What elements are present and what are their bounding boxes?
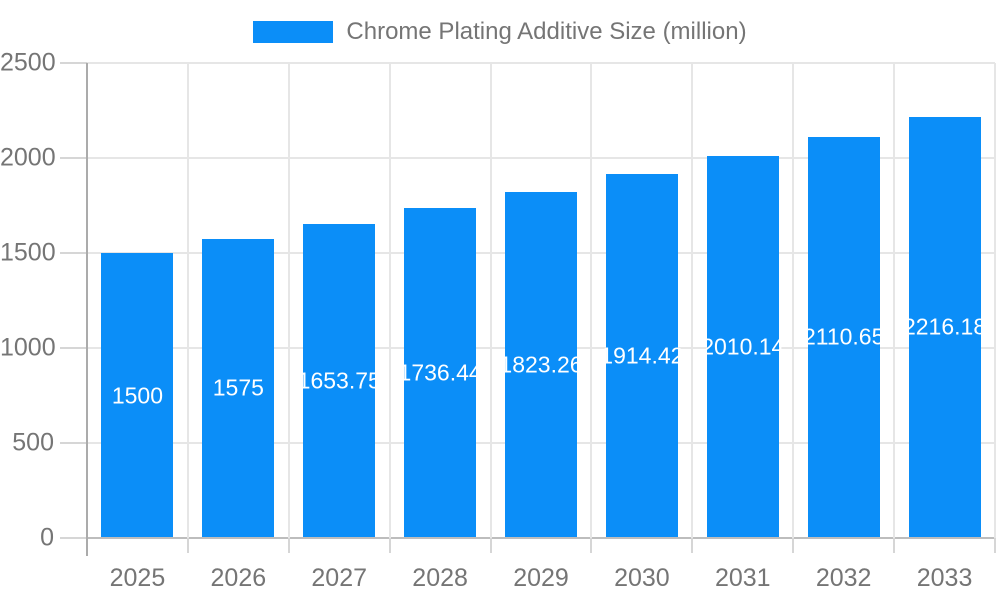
h-gridline: [87, 157, 995, 159]
y-axis-label: 2500: [0, 48, 56, 77]
bar-value-label: 2010.14: [701, 333, 785, 360]
bar: [404, 208, 477, 537]
y-axis-label: 1500: [0, 238, 56, 267]
x-axis-label: 2025: [109, 564, 166, 592]
y-tick: [60, 62, 87, 64]
x-tick: [388, 538, 391, 553]
bar-value-label: 1500: [111, 382, 164, 408]
x-tick: [590, 538, 593, 553]
y-axis-line: [86, 63, 88, 556]
x-tick: [994, 538, 996, 553]
v-gridline: [792, 63, 795, 538]
y-axis-label: 0: [40, 523, 54, 552]
bar-value-label: 2216.18: [902, 313, 987, 340]
x-axis-label: 2032: [815, 564, 872, 592]
x-axis-label: 2028: [412, 564, 468, 592]
h-gridline: [87, 62, 995, 64]
chart-title: Chrome Plating Additive Size (million): [346, 18, 747, 45]
x-axis-label: 2031: [714, 564, 771, 592]
v-gridline: [186, 63, 189, 538]
bar: [303, 223, 376, 537]
h-gridline: [87, 537, 995, 539]
v-gridline: [994, 63, 996, 538]
x-tick: [186, 538, 189, 553]
bar: [101, 253, 174, 537]
bar: [505, 191, 577, 537]
bar-value-label: 1823.26: [499, 351, 583, 378]
x-axis-label: 2029: [513, 564, 569, 592]
v-gridline: [388, 63, 391, 538]
x-axis-label: 2026: [210, 564, 267, 592]
v-gridline: [691, 63, 694, 538]
y-axis-label: 1000: [0, 333, 56, 362]
bar: [706, 156, 779, 537]
x-axis-label: 2033: [916, 564, 973, 592]
bar: [908, 116, 981, 537]
y-tick: [60, 157, 87, 159]
x-axis-label: 2027: [311, 564, 368, 592]
x-tick: [287, 538, 290, 553]
y-tick: [60, 537, 87, 539]
bar: [202, 238, 275, 537]
y-tick: [60, 347, 87, 349]
bar-value-label: 1575: [212, 374, 264, 401]
bar-value-label: 1736.44: [398, 359, 482, 386]
y-tick: [60, 442, 87, 444]
v-gridline: [287, 63, 290, 538]
x-tick: [691, 538, 694, 553]
v-gridline: [489, 63, 492, 538]
chart-legend[interactable]: Chrome Plating Additive Size (million): [0, 18, 1000, 46]
bar: [807, 136, 880, 537]
bar: [605, 174, 678, 537]
bar-value-label: 2110.65: [802, 323, 885, 350]
x-tick: [792, 538, 795, 553]
x-tick: [893, 538, 896, 553]
x-tick: [489, 538, 492, 553]
x-axis-label: 2030: [614, 564, 670, 592]
v-gridline: [590, 63, 593, 538]
y-axis-label: 2000: [0, 143, 56, 172]
bar-value-label: 1914.42: [600, 342, 684, 369]
y-axis-label: 500: [12, 428, 54, 457]
bar-value-label: 1653.75: [297, 367, 381, 394]
v-gridline: [893, 63, 896, 538]
legend-swatch: [253, 21, 334, 43]
y-tick: [60, 252, 87, 254]
